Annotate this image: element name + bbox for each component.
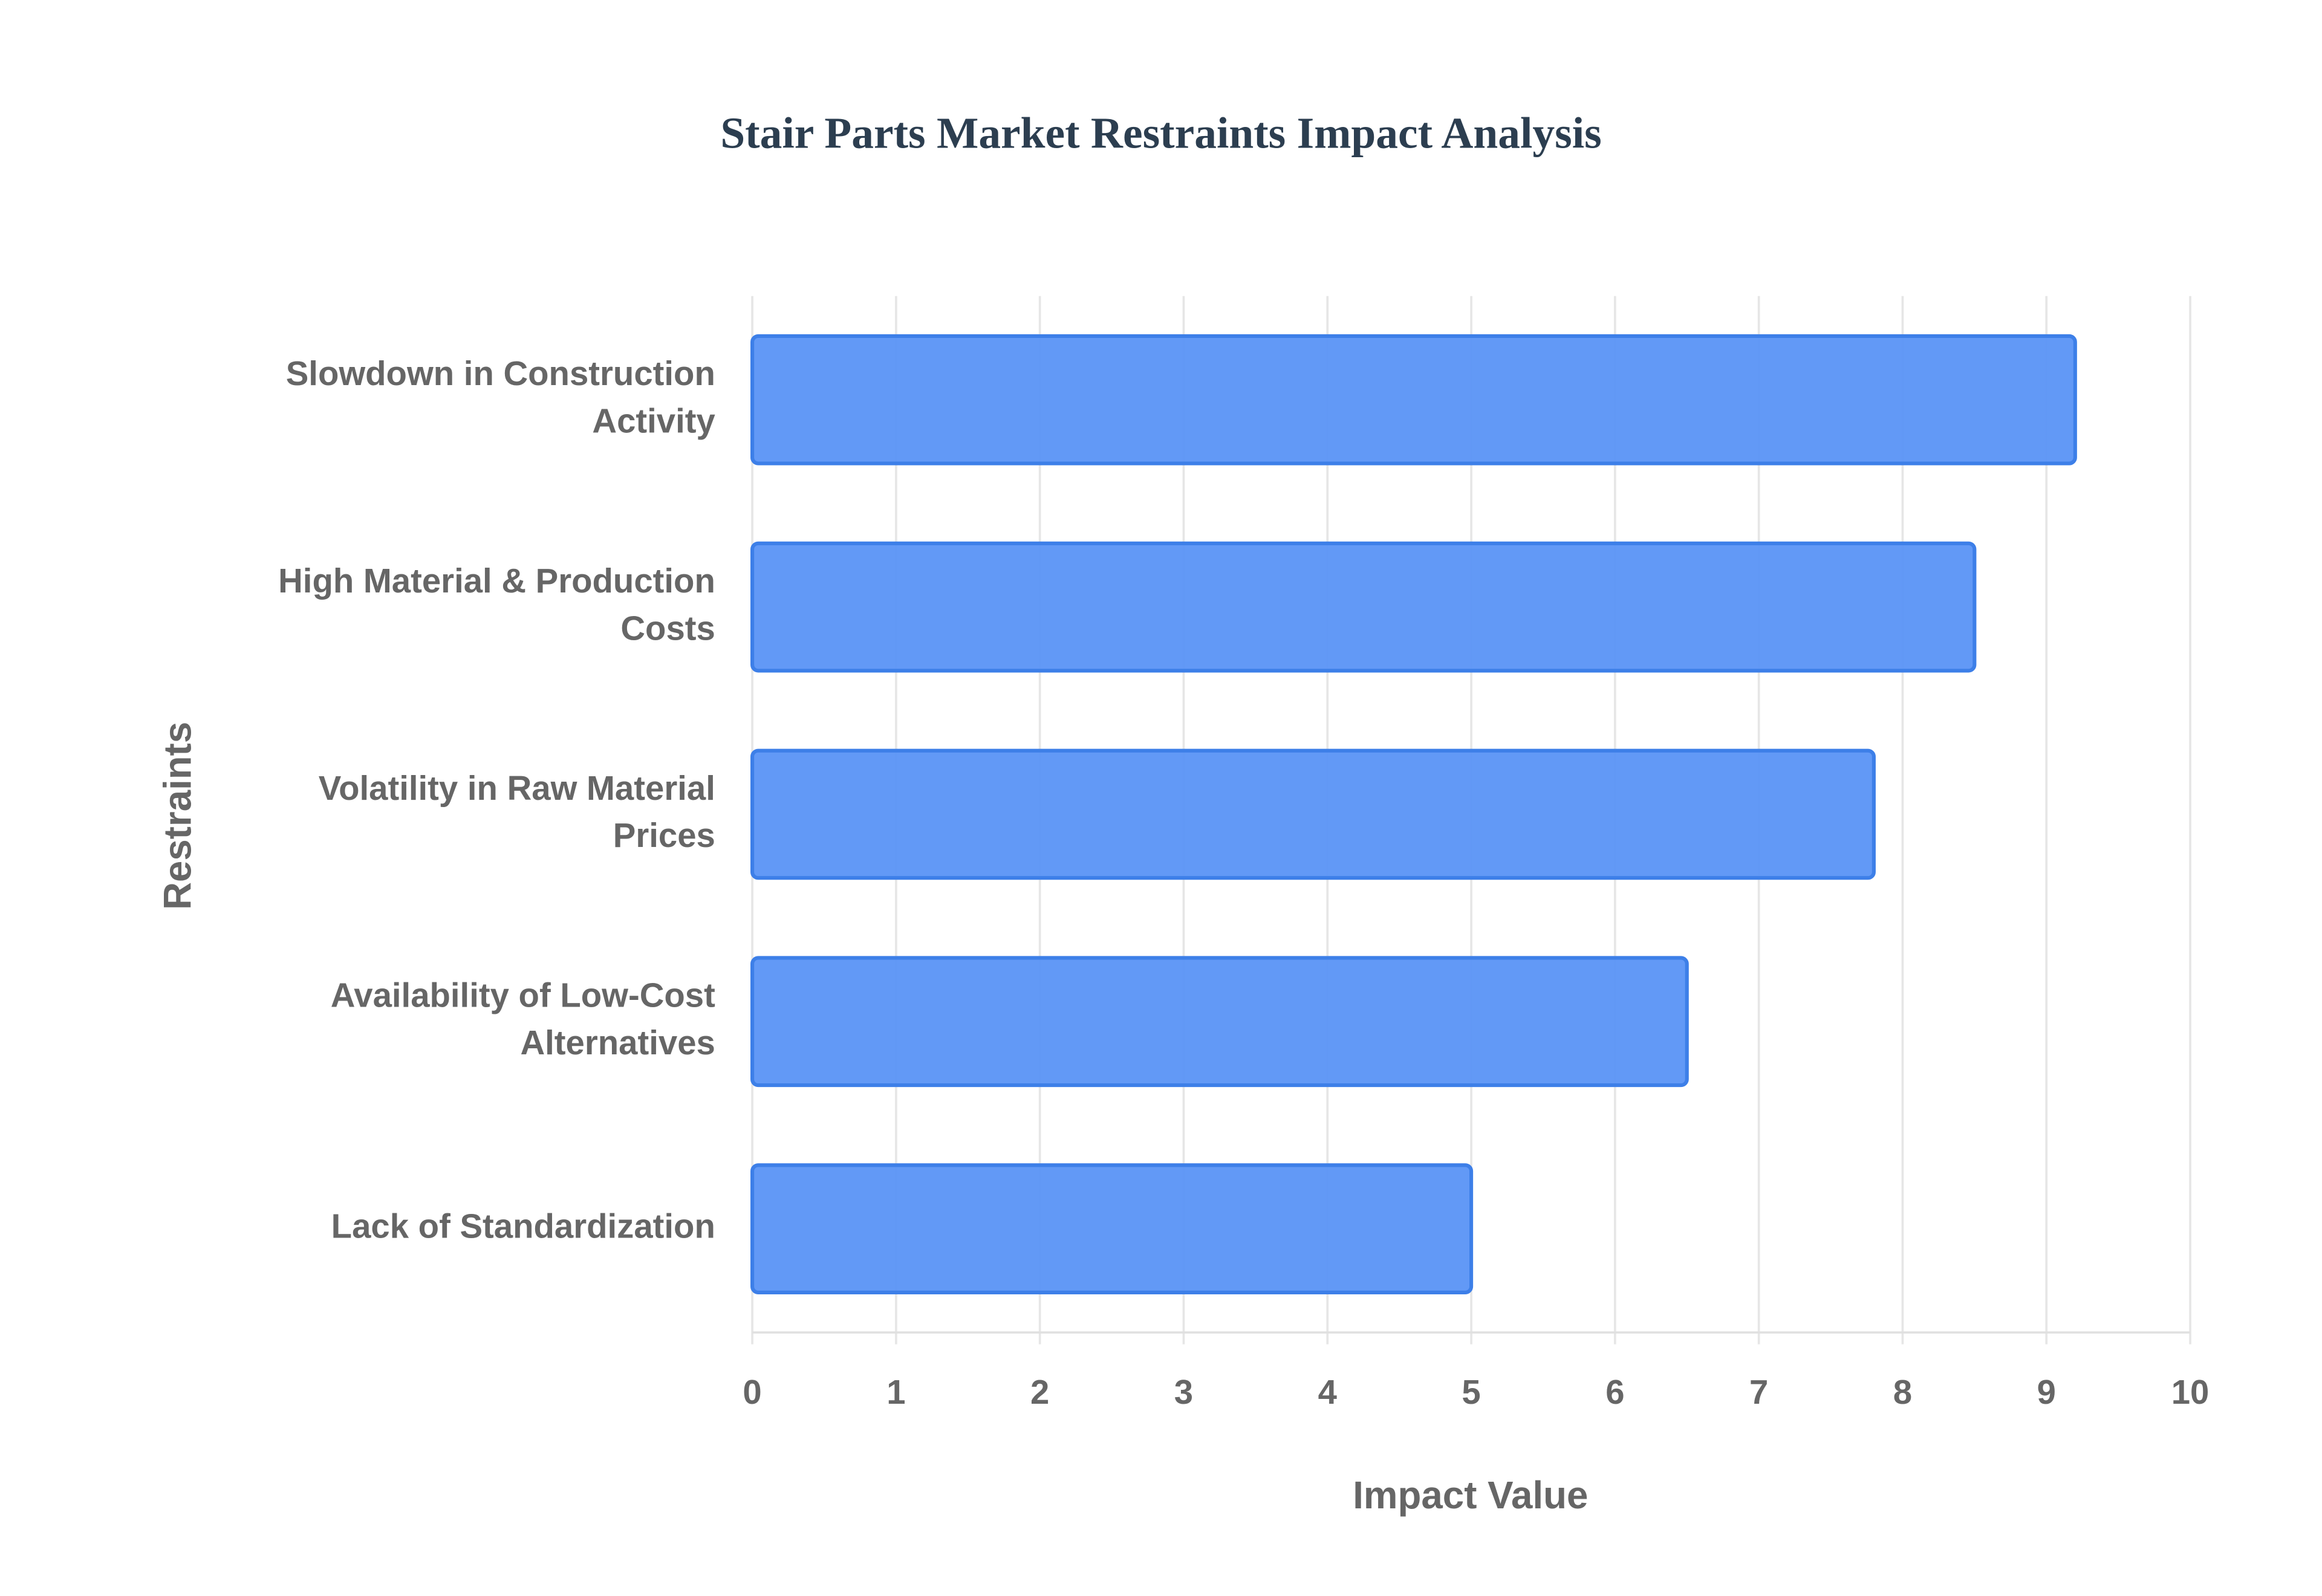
x-tick-label: 5 xyxy=(1462,1373,1480,1411)
y-tick-label: Availability of Low-Cost Alternatives xyxy=(331,976,715,1061)
bar xyxy=(750,748,1876,880)
y-axis-label: Restraints xyxy=(157,722,200,910)
y-tick-label: High Material & Production Costs xyxy=(278,562,715,647)
y-tick-label: Slowdown in Construction Activity xyxy=(286,354,716,440)
x-tick-label: 10 xyxy=(2171,1373,2210,1411)
x-tick-label: 2 xyxy=(1030,1373,1049,1411)
bar xyxy=(750,1163,1474,1295)
x-tick-label: 4 xyxy=(1318,1373,1338,1411)
chart-title: Stair Parts Market Restraints Impact Ana… xyxy=(720,109,1601,158)
x-tick-label: 6 xyxy=(1605,1373,1624,1411)
x-tick-label: 9 xyxy=(2037,1373,2056,1411)
x-axis-label: Impact Value xyxy=(1353,1474,1588,1517)
x-tick-label: 3 xyxy=(1174,1373,1193,1411)
bar xyxy=(750,334,2077,465)
x-tick-label: 7 xyxy=(1749,1373,1768,1411)
x-tick-label: 1 xyxy=(886,1373,905,1411)
bar xyxy=(750,956,1689,1088)
x-tick-label: 8 xyxy=(1893,1373,1912,1411)
y-tick-label: Lack of Standardization xyxy=(331,1207,715,1245)
x-tick-label: 0 xyxy=(743,1373,761,1411)
bar xyxy=(750,541,1977,673)
y-tick-label: Volatility in Raw Material Prices xyxy=(319,769,715,854)
